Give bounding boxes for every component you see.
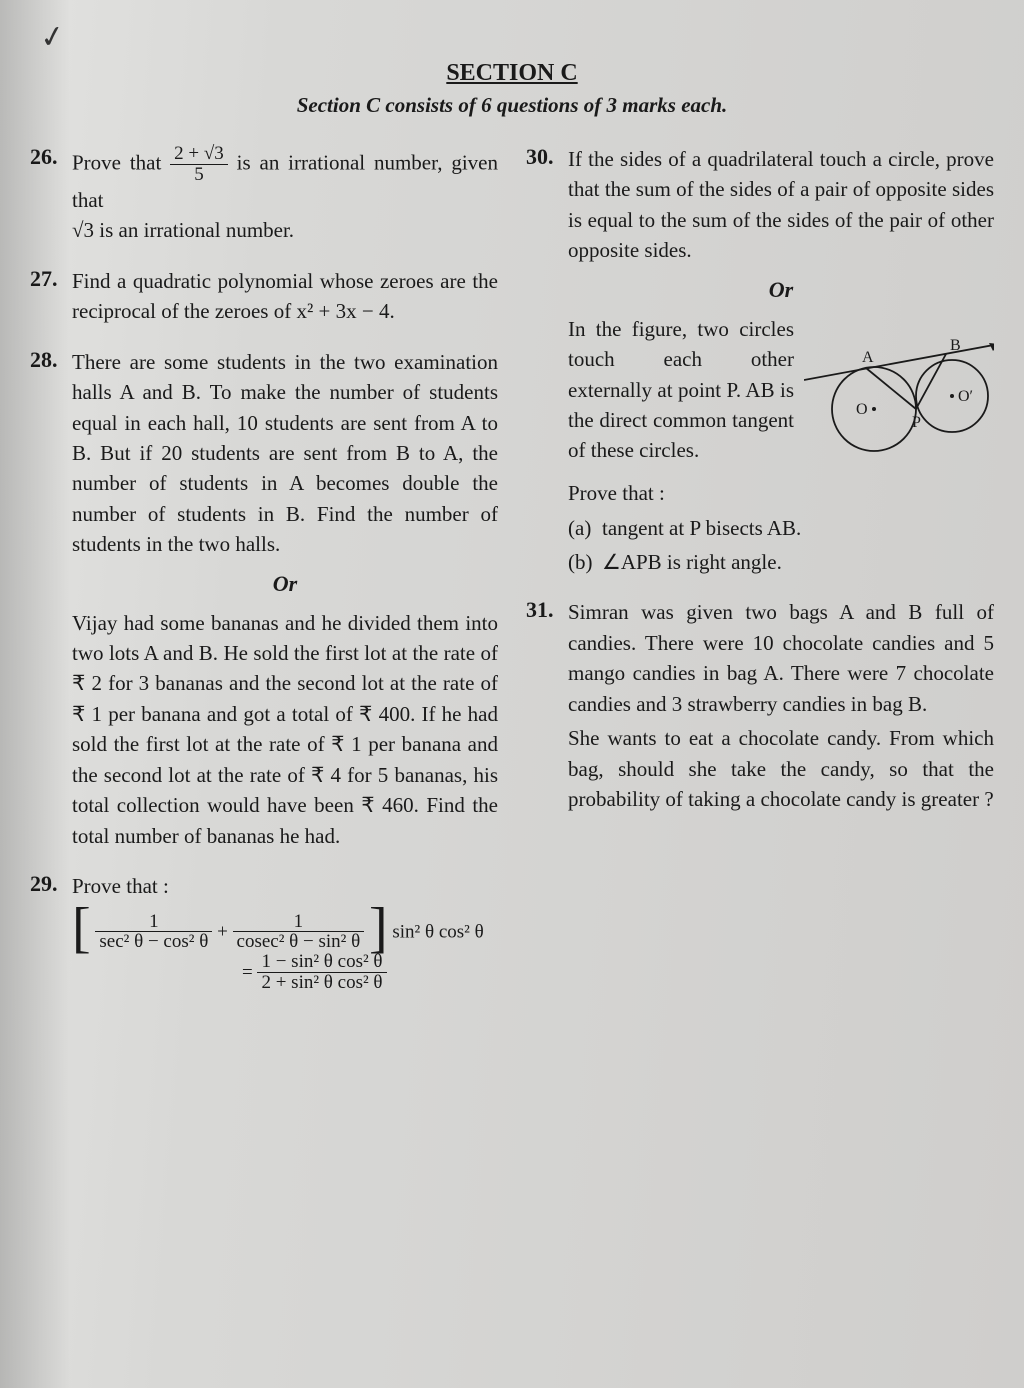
q29-t2-den: cosec² θ − sin² θ: [233, 932, 365, 952]
q30-a-text: tangent at P bisects AB.: [602, 513, 801, 543]
q29-rhs: 1 − sin² θ cos² θ 2 + sin² θ cos² θ: [257, 952, 386, 993]
q29-t2-num: 1: [233, 912, 365, 933]
q30-b-label: (b): [568, 547, 602, 577]
q30-sub-b: (b) ∠APB is right angle.: [568, 547, 994, 577]
q29-t1-den: sec² θ − cos² θ: [95, 932, 212, 952]
question-28: 28. There are some students in the two e…: [30, 347, 498, 851]
q29-body: Prove that : [ 1 sec² θ − cos² θ + 1 cos…: [72, 871, 498, 993]
q30-prove: Prove that :: [568, 478, 994, 508]
q26-body: Prove that 2 + √3 5 is an irrational num…: [72, 144, 498, 246]
q31-text: Simran was given two bags A and B full o…: [568, 597, 994, 719]
question-27: 27. Find a quadratic polynomial whose ze…: [30, 266, 498, 327]
section-heading: SECTION C: [30, 60, 994, 87]
q30-number: 30.: [526, 144, 568, 577]
q31-line2: She wants to eat a chocolate candy. From…: [568, 723, 994, 814]
q26-line2: √3 is an irrational number.: [72, 215, 498, 245]
svg-text:A: A: [862, 349, 874, 366]
q26-text-a: Prove that: [72, 150, 170, 174]
q31-body: Simran was given two bags A and B full o…: [568, 597, 994, 814]
q30-figure: A B P O O′: [804, 314, 994, 472]
svg-text:O: O: [856, 401, 868, 418]
q26-fraction: 2 + √3 5: [170, 144, 228, 185]
q29-eq: =: [72, 962, 257, 983]
q30-b-text: ∠APB is right angle.: [602, 547, 782, 577]
q29-plus: +: [217, 921, 232, 942]
question-26: 26. Prove that 2 + √3 5 is an irrational…: [30, 144, 498, 246]
q30-alt-intro: In the figure, two circles touch each ot…: [568, 314, 794, 472]
q30-or: Or: [568, 274, 994, 306]
q28-body: There are some students in the two exami…: [72, 347, 498, 851]
q26-number: 26.: [30, 144, 72, 246]
q26-frac-num: 2 + √3: [170, 144, 228, 165]
q31-number: 31.: [526, 597, 568, 814]
q30-sub-a: (a) tangent at P bisects AB.: [568, 513, 994, 543]
q26-frac-den: 5: [170, 165, 228, 185]
q29-term2: 1 cosec² θ − sin² θ: [233, 912, 365, 953]
svg-text:P: P: [912, 414, 921, 431]
svg-text:B: B: [950, 337, 961, 354]
two-column-layout: 26. Prove that 2 + √3 5 is an irrational…: [30, 144, 994, 1013]
question-31: 31. Simran was given two bags A and B fu…: [526, 597, 994, 814]
svg-text:O′: O′: [958, 388, 973, 405]
q29-number: 29.: [30, 871, 72, 993]
q29-term1: 1 sec² θ − cos² θ: [95, 912, 212, 953]
q29-mult: sin² θ cos² θ: [392, 921, 483, 942]
q28-text: There are some students in the two exami…: [72, 347, 498, 560]
exam-page: ✓ SECTION C Section C consists of 6 ques…: [0, 0, 1024, 1388]
q28-alt: Vijay had some bananas and he divided th…: [72, 608, 498, 852]
q29-t1-num: 1: [95, 912, 212, 933]
q30-a-label: (a): [568, 513, 602, 543]
q29-rhs-den: 2 + sin² θ cos² θ: [257, 973, 386, 993]
right-column: 30. If the sides of a quadrilateral touc…: [526, 144, 994, 1013]
q30-figure-row: In the figure, two circles touch each ot…: [568, 314, 994, 472]
q29-rhs-num: 1 − sin² θ cos² θ: [257, 952, 386, 973]
q27-number: 27.: [30, 266, 72, 327]
q27-body: Find a quadratic polynomial whose zeroes…: [72, 266, 498, 327]
q30-text: If the sides of a quadrilateral touch a …: [568, 144, 994, 266]
q28-or: Or: [72, 568, 498, 600]
q29-lead: Prove that :: [72, 871, 498, 901]
q30-body: If the sides of a quadrilateral touch a …: [568, 144, 994, 577]
q29-equation: [ 1 sec² θ − cos² θ + 1 cosec² θ − sin² …: [72, 912, 498, 994]
q28-number: 28.: [30, 347, 72, 851]
question-30: 30. If the sides of a quadrilateral touc…: [526, 144, 994, 577]
checkmark-icon: ✓: [37, 18, 68, 57]
left-column: 26. Prove that 2 + √3 5 is an irrational…: [30, 144, 498, 1013]
tangent-circles-diagram: A B P O O′: [804, 314, 994, 464]
section-subtitle: Section C consists of 6 questions of 3 m…: [30, 93, 994, 118]
question-29: 29. Prove that : [ 1 sec² θ − cos² θ + 1…: [30, 871, 498, 993]
